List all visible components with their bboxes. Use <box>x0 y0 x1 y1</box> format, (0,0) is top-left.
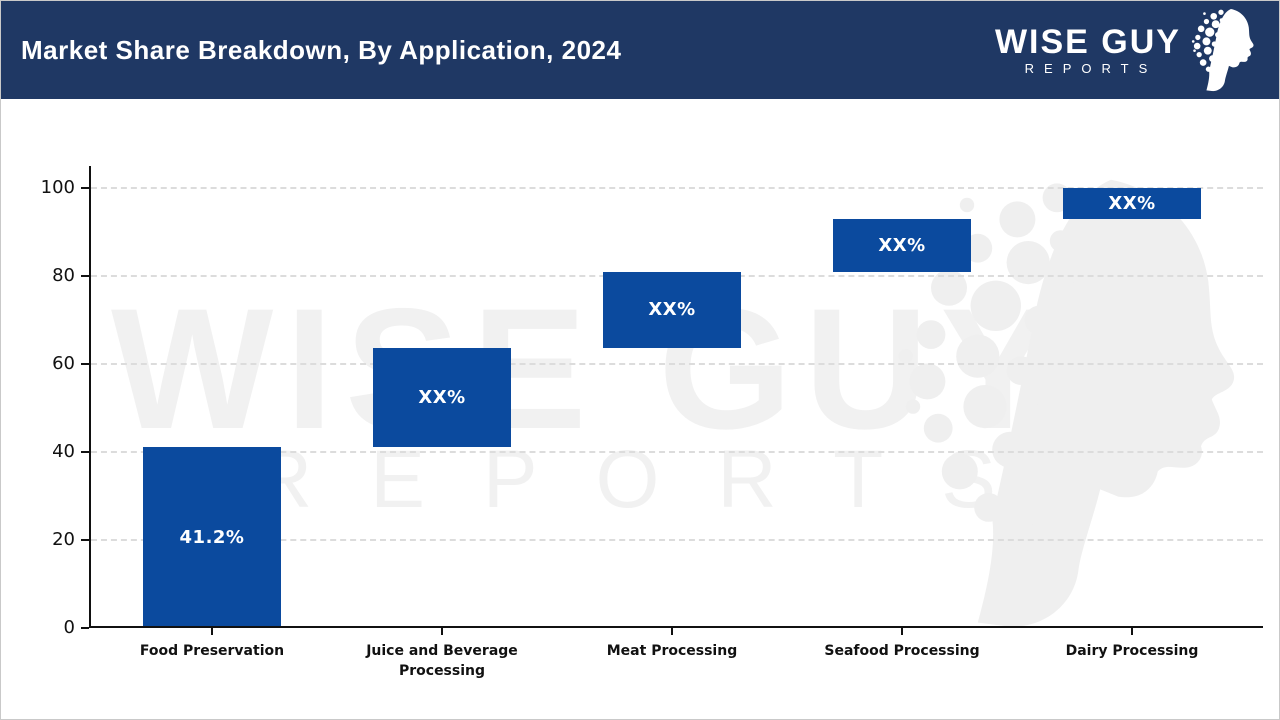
category-label: Dairy Processing <box>1065 643 1199 659</box>
y-tick-label-0: 0 <box>63 617 75 638</box>
bar-1: 41.2% <box>143 446 281 628</box>
bar-4: XX% <box>833 219 971 272</box>
bar-value-label: 41.2% <box>179 526 245 548</box>
logo-sub-text: REPORTS <box>1024 61 1158 76</box>
gridline-100 <box>91 187 1263 189</box>
logo-head-icon <box>1175 7 1267 93</box>
x-tick-mark-4 <box>901 628 903 635</box>
bar-value-label: XX% <box>878 234 926 256</box>
bar-2: XX% <box>373 348 511 447</box>
bar-value-label: XX% <box>648 299 696 321</box>
gridline-40 <box>91 451 1263 453</box>
category-label: Juice and Beverage Processing <box>366 643 518 679</box>
y-tick-mark-60 <box>81 363 89 365</box>
bar-value-label: XX% <box>418 386 466 408</box>
category-label: Meat Processing <box>606 643 738 659</box>
category-label: Seafood Processing <box>824 643 980 659</box>
y-tick-label-100: 100 <box>40 177 75 198</box>
x-tick-mark-3 <box>671 628 673 635</box>
y-tick-mark-20 <box>81 539 89 541</box>
bar-3: XX% <box>603 271 741 349</box>
y-tick-mark-40 <box>81 451 89 453</box>
y-tick-label-80: 80 <box>52 265 75 286</box>
y-tick-label-40: 40 <box>52 441 75 462</box>
y-axis-line <box>89 166 91 628</box>
y-tick-mark-100 <box>81 187 89 189</box>
bar-value-label: XX% <box>1108 193 1156 215</box>
logo-text-block: WISE GUY REPORTS <box>995 24 1181 76</box>
y-tick-mark-80 <box>81 275 89 277</box>
y-tick-label-20: 20 <box>52 529 75 550</box>
brand-logo: WISE GUY REPORTS <box>995 7 1267 93</box>
watermark-brand-text: WISE GUY <box>111 273 1068 465</box>
page-title: Market Share Breakdown, By Application, … <box>21 34 622 65</box>
x-axis-line <box>89 626 1263 628</box>
x-tick-mark-5 <box>1131 628 1133 635</box>
gridline-20 <box>91 539 1263 541</box>
x-tick-mark-2 <box>441 628 443 635</box>
category-label: Food Preservation <box>139 643 285 659</box>
logo-brand-text: WISE GUY <box>994 23 1181 61</box>
y-tick-label-60: 60 <box>52 353 75 374</box>
header: Market Share Breakdown, By Application, … <box>1 1 1279 99</box>
bar-5: XX% <box>1063 188 1201 220</box>
gridline-60 <box>91 363 1263 365</box>
y-tick-mark-0 <box>81 627 89 629</box>
x-tick-mark-1 <box>211 628 213 635</box>
